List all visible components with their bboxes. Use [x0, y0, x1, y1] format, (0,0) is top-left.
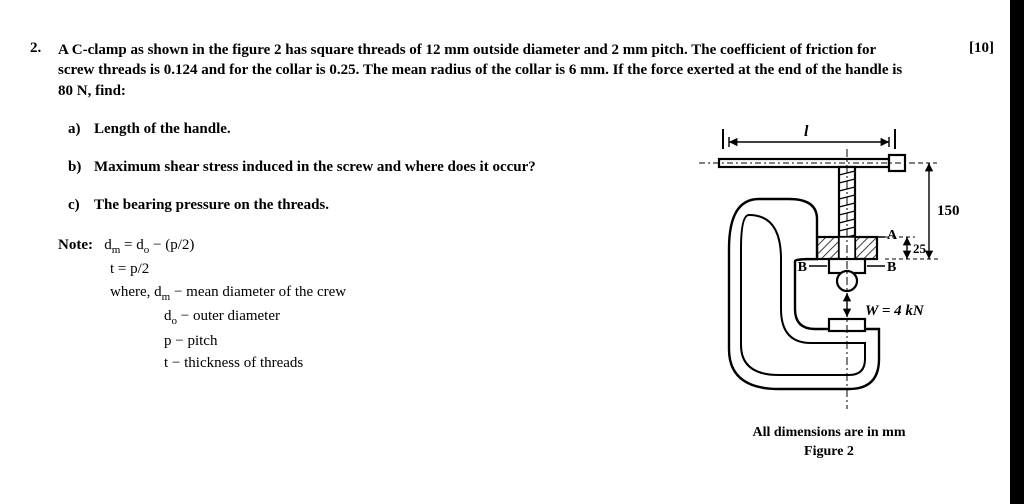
note-line: t − thickness of threads: [164, 352, 644, 375]
note-line: do − outer diameter: [164, 305, 644, 330]
question-marks: [10]: [944, 40, 994, 101]
label-b-right: B: [887, 260, 896, 275]
note-label: Note:: [58, 237, 93, 253]
label-a-right: A: [887, 228, 898, 243]
figure-svg-wrap: l: [689, 119, 969, 419]
part-b: b) Maximum shear stress induced in the s…: [68, 157, 644, 177]
note-line: t = p/2: [110, 258, 644, 281]
part-text: Length of the handle.: [94, 119, 231, 139]
label-25: 25: [913, 241, 927, 256]
part-label: a): [68, 119, 94, 139]
c-clamp-figure-icon: l: [689, 119, 969, 419]
note-line: p − pitch: [164, 330, 644, 353]
figure-column: l: [664, 119, 994, 462]
note-block: Note: dm = do − (p/2) t = p/2 where, dm …: [58, 234, 644, 375]
figure-caption: All dimensions are in mm Figure 2: [753, 423, 906, 462]
caption-line-2: Figure 2: [753, 442, 906, 462]
label-150: 150: [937, 203, 960, 219]
part-label: b): [68, 157, 94, 177]
label-b-left: B: [798, 260, 807, 275]
left-column: a) Length of the handle. b) Maximum shea…: [58, 119, 664, 462]
part-text: The bearing pressure on the threads.: [94, 195, 329, 215]
question-parts: a) Length of the handle. b) Maximum shea…: [68, 119, 644, 216]
part-a: a) Length of the handle.: [68, 119, 644, 139]
question-stem: A C-clamp as shown in the figure 2 has s…: [58, 40, 944, 101]
note-line: dm = do − (p/2): [104, 237, 194, 253]
part-text: Maximum shear stress induced in the scre…: [94, 157, 536, 177]
label-l: l: [804, 123, 809, 140]
part-c: c) The bearing pressure on the threads.: [68, 195, 644, 215]
question-number: 2.: [30, 40, 58, 462]
part-label: c): [68, 195, 94, 215]
caption-line-1: All dimensions are in mm: [753, 423, 906, 443]
note-line: where, dm − mean diameter of the crew: [110, 281, 644, 306]
page-edge-strip: [1010, 0, 1024, 504]
label-w: W = 4 kN: [865, 303, 925, 319]
